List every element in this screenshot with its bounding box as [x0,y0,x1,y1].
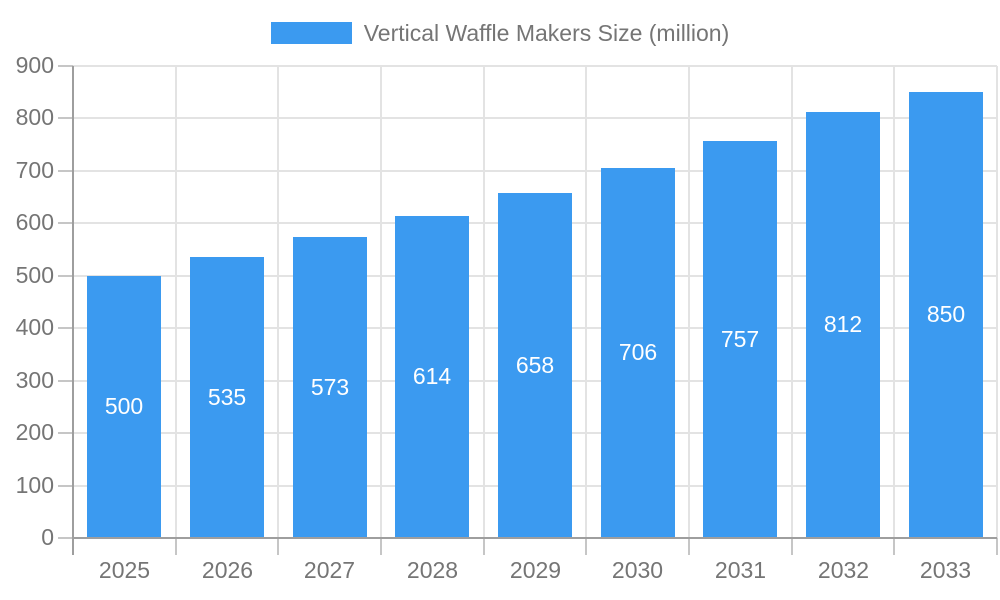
x-tick [380,538,382,555]
x-axis-line [72,537,997,539]
x-axis-tick-label: 2028 [406,557,459,583]
y-axis-tick-label: 200 [15,419,54,445]
y-tick [58,117,73,119]
y-axis-tick-label: 300 [15,367,54,393]
y-tick [58,485,73,487]
bar [806,112,880,538]
y-tick [58,170,73,172]
bar [190,257,264,538]
y-tick [58,432,73,434]
x-gridline [893,66,895,538]
y-axis-tick-label: 600 [15,209,54,235]
y-tick [58,65,73,67]
x-gridline [175,66,177,538]
bar-value-label: 535 [207,384,247,410]
bar-value-label: 706 [618,339,658,365]
y-axis-tick-label: 100 [15,472,54,498]
x-tick [483,538,485,555]
x-tick [277,538,279,555]
x-gridline [585,66,587,538]
x-gridline [688,66,690,538]
x-axis-tick-label: 2025 [98,557,151,583]
bar-value-label: 500 [104,393,144,419]
bar-value-label: 614 [412,363,452,389]
bar-value-label: 757 [720,326,760,352]
x-axis-tick-label: 2031 [714,557,767,583]
bar-value-label: 658 [515,352,555,378]
y-gridline [73,170,997,172]
x-gridline [380,66,382,538]
x-axis-tick-label: 2029 [509,557,562,583]
y-gridline [73,117,997,119]
x-axis-tick-label: 2032 [817,557,870,583]
x-tick [893,538,895,555]
legend-swatch [270,22,352,44]
y-axis-tick-label: 0 [41,524,54,550]
x-gridline [483,66,485,538]
x-gridline [791,66,793,538]
bar [395,216,469,538]
y-tick [58,380,73,382]
bar [909,92,983,538]
x-axis-tick-label: 2027 [303,557,356,583]
y-axis-tick-label: 500 [15,262,54,288]
y-tick [58,537,73,539]
x-tick [175,538,177,555]
y-axis-tick-label: 800 [15,104,54,130]
x-axis-tick-label: 2030 [611,557,664,583]
bar [601,168,675,538]
y-axis-tick-label: 700 [15,157,54,183]
bar [87,276,161,538]
x-tick [791,538,793,555]
bar-value-label: 850 [926,301,966,327]
legend[interactable]: Vertical Waffle Makers Size (million) [0,20,1000,46]
bar [293,237,367,538]
bar-value-label: 812 [823,311,863,337]
x-tick [996,538,998,555]
bar [703,141,777,538]
bar-value-label: 573 [310,374,350,400]
x-tick [688,538,690,555]
bar [498,193,572,538]
x-tick [585,538,587,555]
y-gridline [73,65,997,67]
y-tick [58,222,73,224]
x-axis-tick-label: 2026 [201,557,254,583]
x-gridline [996,66,998,538]
y-axis-tick-label: 900 [15,52,54,78]
y-axis-tick-label: 400 [15,314,54,340]
x-axis-tick-label: 2033 [919,557,972,583]
y-axis-line [72,66,74,555]
y-tick [58,327,73,329]
legend-label: Vertical Waffle Makers Size (million) [363,19,730,46]
x-gridline [277,66,279,538]
y-tick [58,275,73,277]
